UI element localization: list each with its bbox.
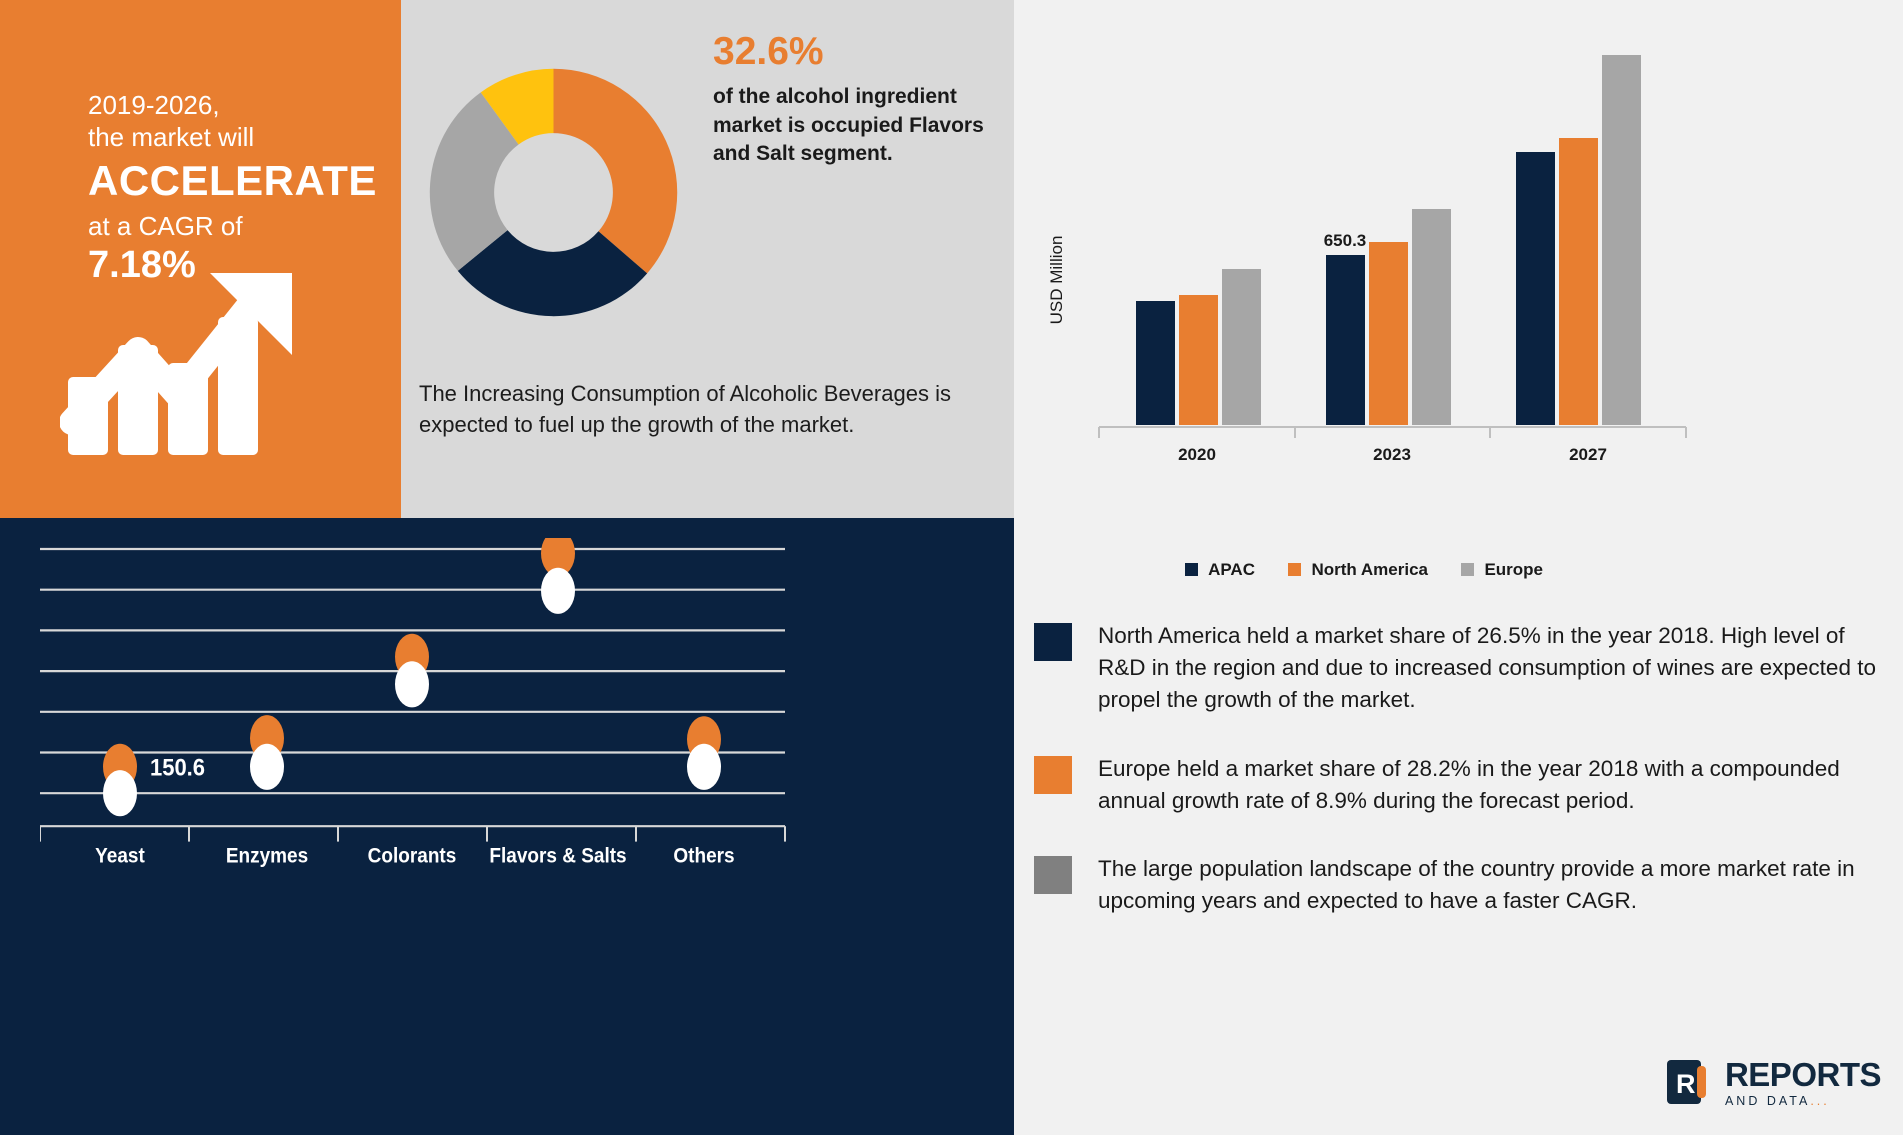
dot-2020-enzymes (250, 743, 284, 790)
cagr-panel: 2019-2026, the market will ACCELERATE at… (0, 0, 401, 518)
legend-square-orange-icon (1287, 563, 1301, 576)
brand-logo[interactable]: R REPORTS AND DATA... (1666, 1055, 1882, 1108)
dot-2020-colorants (395, 661, 429, 708)
donut-panel: 32.6% of the alcohol ingredient market i… (401, 0, 1014, 518)
legend-square-gray-icon (1460, 563, 1474, 576)
dot-plot-gridlines (40, 547, 785, 795)
region-text-apac: The large population landscape of the co… (1098, 855, 1855, 914)
donut-slice-c (429, 92, 519, 271)
segment-dot-plot-panel: 150.6 Yeast (0, 518, 1014, 1135)
dot-cat-enzymes: Enzymes (226, 845, 308, 868)
region-insight-europe: Europe held a market share of 28.2% in t… (1034, 753, 1884, 817)
legend-square-navy-icon (1184, 563, 1198, 576)
region-insight-north-america: North America held a market share of 26.… (1034, 620, 1884, 717)
bar-chart-legend: APAC North America Europe (1014, 560, 1714, 580)
reports-and-data-logo-mark-icon: R (1666, 1060, 1706, 1105)
logo-text: REPORTS AND DATA... (1724, 1055, 1882, 1108)
logo-sub-text: AND DATA... (1724, 1093, 1881, 1108)
navy-swatch-icon (1034, 623, 1072, 661)
region-text-europe: Europe held a market share of 28.2% in t… (1098, 755, 1840, 813)
donut-chart-svg (429, 68, 678, 317)
dot-2020-flavors-salts (541, 567, 575, 614)
dot-cat-flavors-salts: Flavors & Salts (489, 845, 626, 868)
bar-cat-2023: 2023 (1373, 445, 1411, 464)
stat-percent: 32.6% (713, 30, 824, 73)
bar-2020-europe (1222, 269, 1261, 425)
donut-slice-b (457, 230, 648, 317)
bar-2027-europe (1602, 55, 1641, 425)
bar-2027-north-america (1559, 138, 1598, 425)
bar-cat-2020: 2020 (1178, 445, 1216, 464)
dot-cat-yeast: Yeast (95, 845, 145, 868)
dot-plot-category-labels: Yeast Enzymes Colorants Flavors & Salts … (95, 845, 734, 868)
donut-note: The Increasing Consumption of Alcoholic … (419, 381, 951, 438)
dot-2020-others (687, 743, 721, 790)
cagr-line2: the market will (88, 121, 255, 152)
cagr-line1: 2019-2026, (88, 90, 220, 120)
bar-2023-europe (1412, 209, 1451, 425)
stat-description: of the alcohol ingredient market is occu… (713, 84, 984, 166)
regional-bar-chart: USD Million 650.3 2 (1047, 55, 1687, 464)
donut-slice-flavors-salts (553, 68, 678, 274)
growth-arrow-bar-chart-icon (60, 273, 292, 455)
logo-sub-label: AND DATA (1724, 1093, 1811, 1108)
dot-cat-others: Others (673, 845, 734, 868)
logo-main-text: REPORTS (1724, 1055, 1882, 1093)
bar-cat-2027: 2027 (1569, 445, 1607, 464)
segment-dot-plot-chart: 150.6 Yeast (40, 538, 786, 868)
bar-chart-x-axis (1098, 426, 1687, 438)
cagr-value: 7.18% (88, 244, 196, 287)
bar-legend-item-north-america: North America (1287, 560, 1428, 580)
dot-plot-x-axis (40, 825, 786, 842)
bar-2027-apac (1516, 152, 1555, 425)
bar-chart-category-labels: 2020 2023 2027 (1178, 445, 1607, 464)
bar-2023-north-america (1369, 242, 1408, 425)
bar-2023-apac (1326, 255, 1365, 425)
cagr-headline: ACCELERATE (88, 157, 377, 205)
cagr-line3: at a CAGR of (88, 210, 243, 241)
donut-chart (416, 55, 691, 330)
region-insight-list: North America held a market share of 26.… (1034, 620, 1884, 953)
dot-2020-yeast (103, 770, 137, 817)
bar-data-label-2023-apac: 650.3 (1324, 231, 1367, 250)
stat-block: 32.6% of the alcohol ingredient market i… (713, 30, 998, 169)
donut-slice-d (480, 68, 554, 145)
bar-2020-apac (1136, 301, 1175, 425)
dot-label-yeast-2020: 150.6 (150, 754, 205, 781)
bar-legend-label-europe: Europe (1484, 560, 1544, 579)
orange-swatch-icon (1034, 755, 1072, 794)
bar-legend-label-north-america: North America (1311, 560, 1428, 579)
gray-swatch-icon (1034, 855, 1072, 894)
region-insight-apac: The large population landscape of the co… (1034, 853, 1884, 917)
bar-legend-item-europe: Europe (1460, 560, 1544, 580)
dot-2027-flavors-salts (541, 538, 575, 577)
logo-sub-dots: ... (1810, 1093, 1830, 1108)
regional-panel: USD Million 650.3 2 (1014, 0, 1903, 1135)
bar-2020-north-america (1179, 295, 1218, 425)
dot-cat-colorants: Colorants (368, 845, 457, 868)
logo-mark-letter: R (1676, 1069, 1696, 1099)
bar-legend-label-apac: APAC (1208, 560, 1255, 579)
region-text-north-america: North America held a market share of 26.… (1098, 623, 1876, 713)
bar-chart-y-axis-label: USD Million (1047, 236, 1066, 325)
cagr-text-block: 2019-2026, the market will ACCELERATE at… (88, 90, 388, 289)
bar-legend-item-apac: APAC (1184, 560, 1255, 580)
